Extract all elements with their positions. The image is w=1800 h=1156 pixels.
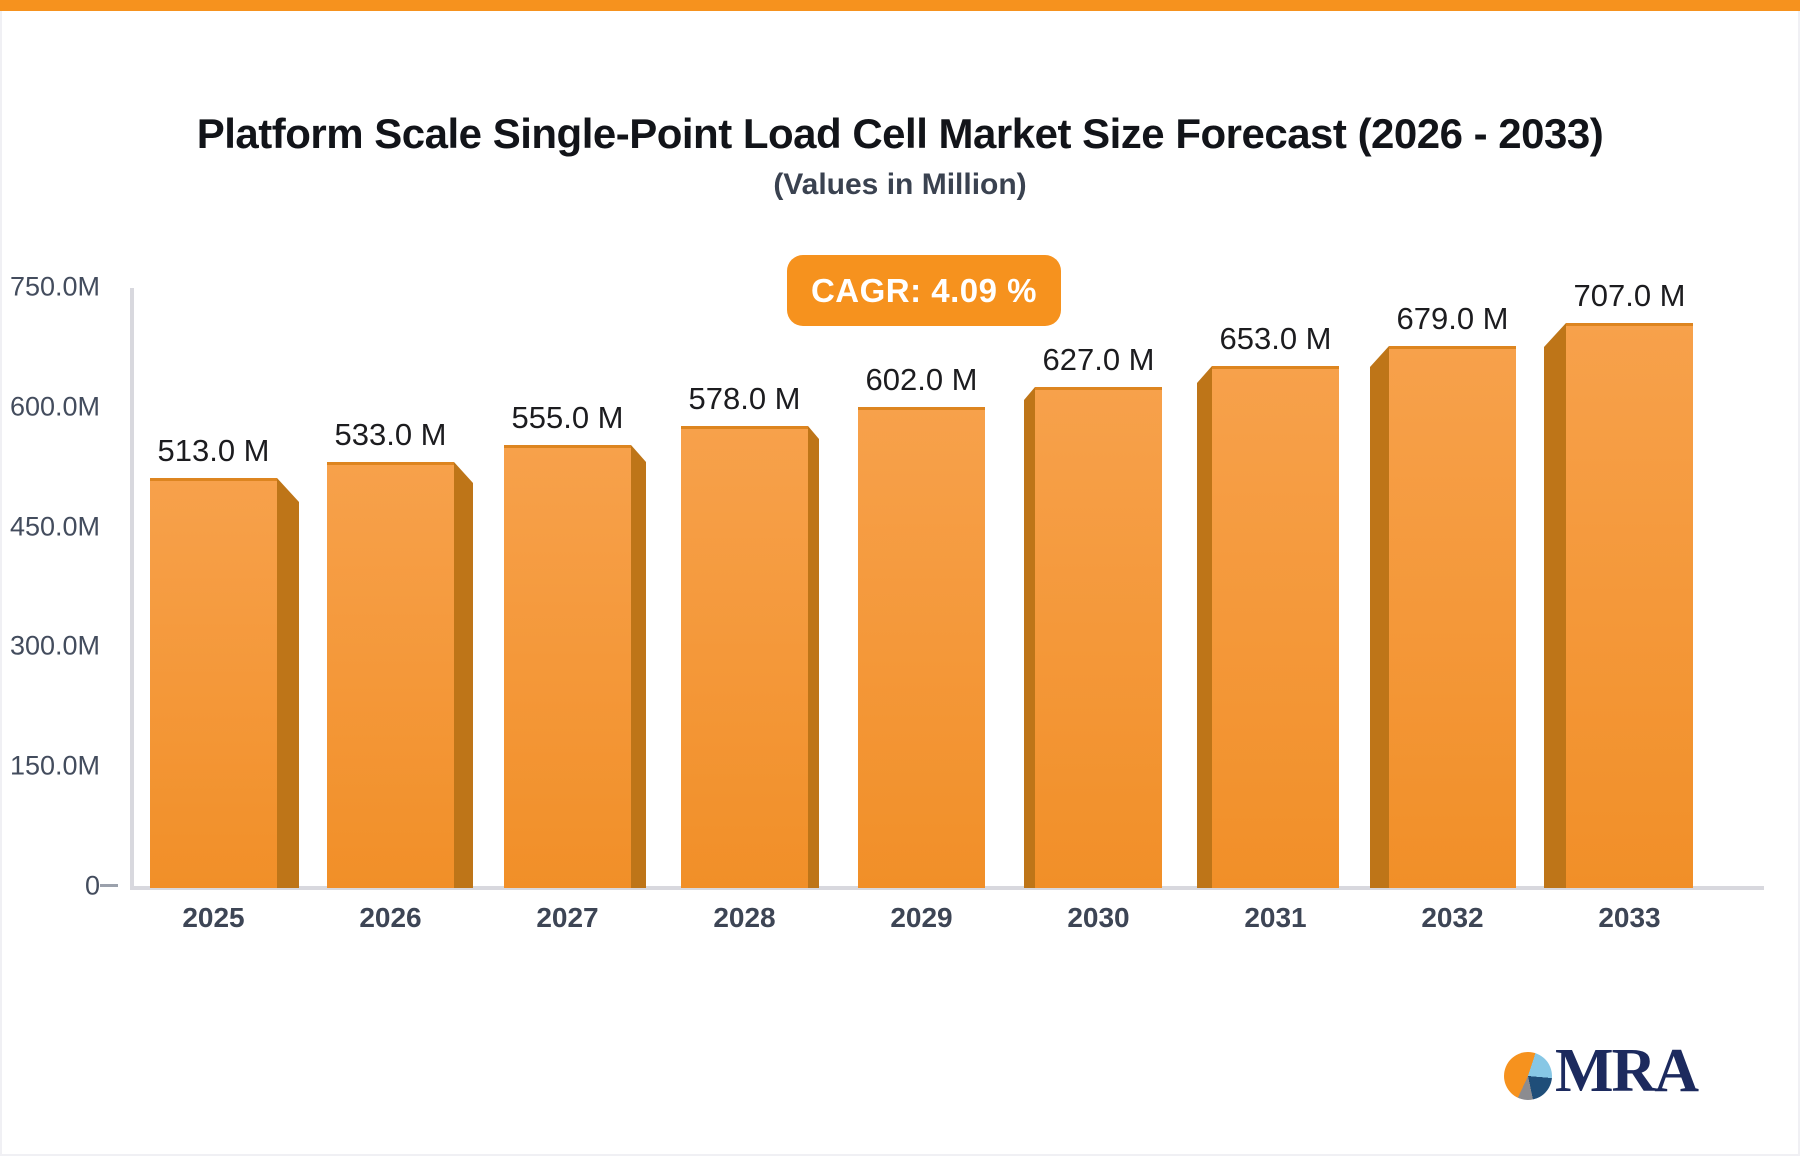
x-axis-tick-label: 2027 <box>536 902 599 933</box>
chart-subtitle: (Values in Million) <box>773 168 1027 201</box>
bar-side-2031 <box>1197 366 1212 888</box>
pie-chart-logo-icon <box>1504 1051 1552 1100</box>
bar-side-2028 <box>808 426 819 888</box>
x-axis-tick-label: 2026 <box>359 902 422 933</box>
bar-2027 <box>504 445 631 888</box>
bar-value-label: 679.0 M <box>1396 301 1509 336</box>
x-axis-tick-label: 2030 <box>1067 902 1130 933</box>
y-axis-tick-label: 0 <box>84 870 100 901</box>
bar-2025 <box>150 478 277 888</box>
x-axis-tick-label: 2025 <box>182 902 245 933</box>
bar-side-2027 <box>631 445 646 888</box>
bar-2030 <box>1035 387 1162 888</box>
bar-side-2026 <box>454 462 473 888</box>
bar-2032 <box>1389 346 1516 888</box>
bar-value-label: 555.0 M <box>511 400 624 435</box>
bar-value-label: 533.0 M <box>334 417 447 452</box>
y-axis-tick-label: 450.0M <box>9 511 100 542</box>
brand-logo-text: MRA <box>1555 1037 1699 1105</box>
chart-title: Platform Scale Single-Point Load Cell Ma… <box>196 110 1604 157</box>
bar-value-label: 513.0 M <box>157 433 270 468</box>
y-axis-tick-label: 300.0M <box>9 630 100 661</box>
bar-2031 <box>1212 366 1339 888</box>
bar-side-2033 <box>1544 323 1566 888</box>
bar-side-2030 <box>1024 387 1035 888</box>
x-axis-tick-label: 2029 <box>890 902 953 933</box>
bar-2033 <box>1566 323 1693 888</box>
bar-side-2032 <box>1370 346 1389 888</box>
x-axis-tick-label: 2033 <box>1598 902 1661 933</box>
bar-value-label: 653.0 M <box>1219 321 1332 356</box>
bar-2026 <box>327 462 454 888</box>
y-axis-tick-label: 600.0M <box>9 391 100 422</box>
y-axis-tick-label: 150.0M <box>9 750 100 781</box>
bar-value-label: 602.0 M <box>865 362 978 397</box>
bar-2028 <box>681 426 808 888</box>
x-axis-tick-label: 2028 <box>713 902 776 933</box>
bar-value-label: 578.0 M <box>688 381 801 416</box>
bar-side-2025 <box>277 478 299 888</box>
bar-value-label: 707.0 M <box>1573 278 1686 313</box>
y-axis-tick-label: 750.0M <box>9 271 100 302</box>
top-accent-strip <box>0 0 1800 11</box>
x-axis-tick-label: 2031 <box>1244 902 1307 933</box>
x-axis-tick-label: 2032 <box>1421 902 1484 933</box>
bar-2029 <box>858 407 985 888</box>
y-axis-line <box>130 288 134 889</box>
zero-tick-dash <box>100 884 118 887</box>
x-axis-line <box>130 886 1764 890</box>
bar-value-label: 627.0 M <box>1042 342 1155 377</box>
cagr-badge: CAGR: 4.09 % <box>787 255 1061 326</box>
brand-logo: MRA <box>1504 1036 1699 1107</box>
